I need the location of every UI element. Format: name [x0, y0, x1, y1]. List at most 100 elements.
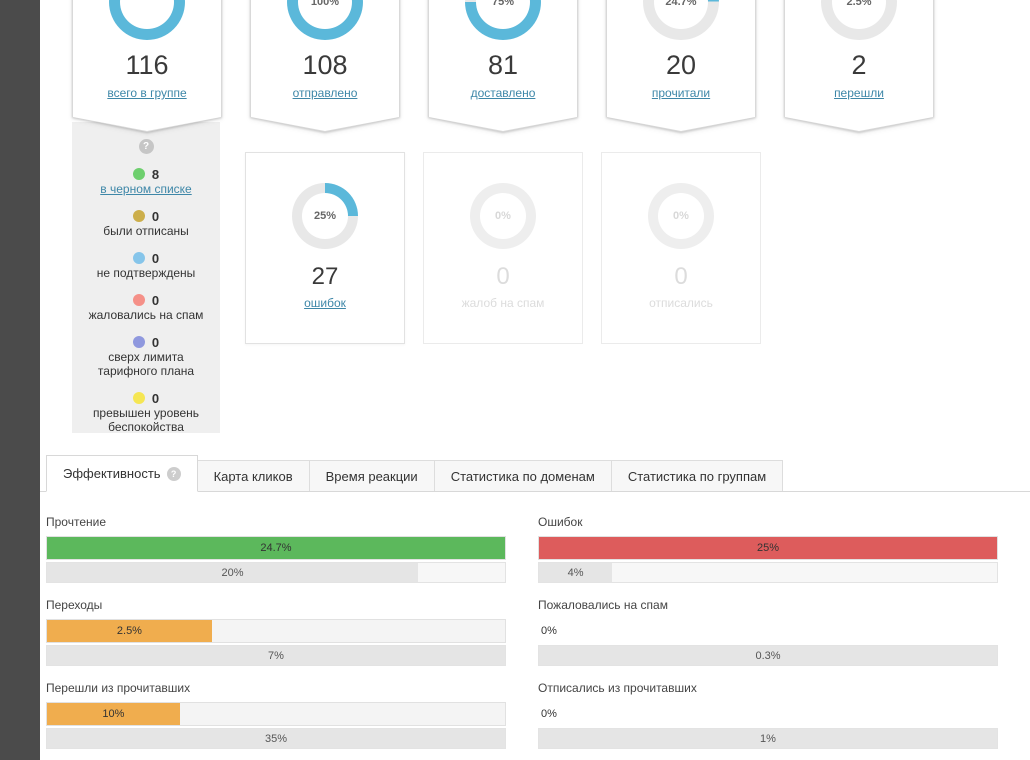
read-rate-bar: 24.7% — [46, 536, 506, 560]
bar-group-clicks-from-readers: Перешли из прочитавших 10% 35% — [46, 681, 506, 749]
bar-group-read-rate: Прочтение 24.7% 20% — [46, 515, 506, 583]
donut-percent-label: 2.5% — [846, 0, 872, 8]
spam-complaints-bar: 0% — [538, 619, 998, 643]
tab-group-statistics-label: Статистика по группам — [627, 468, 767, 484]
clicks-from-readers-average-value: 35% — [264, 732, 288, 745]
help-icon[interactable]: ? — [166, 466, 181, 481]
delivered-value: 81 — [487, 50, 519, 80]
summary-section: 116 всего в группе 100% 108 отправлено — [40, 0, 1030, 455]
clicks-from-readers-value: 10% — [102, 708, 125, 720]
unconfirmed-dot-icon — [132, 252, 145, 264]
main-content: 116 всего в группе 100% 108 отправлено — [40, 0, 1030, 760]
donut-chart-clicked: 2.5% — [821, 0, 897, 40]
donut-percent-label: 75% — [491, 0, 515, 8]
unsubscribed-from-readers-value: 0% — [541, 708, 557, 720]
card-errors: 25% 27 ошибок — [245, 152, 405, 344]
unconfirmed-label: не подтверждены — [96, 266, 196, 280]
donut-percent-label: 0% — [495, 210, 511, 222]
clicks-average-bar: 7% — [46, 645, 506, 666]
legend-item-anxiety-level: 0 превышен уровень беспокойства — [72, 390, 220, 435]
card-sent: 100% 108 отправлено — [250, 0, 400, 132]
delivered-link[interactable]: доставлено — [470, 86, 536, 100]
blacklist-dot-icon — [132, 168, 145, 180]
effectiveness-left-column: Прочтение 24.7% 20% Переходы — [46, 515, 506, 760]
unsubscribed-value: 0 — [674, 263, 688, 290]
donut-chart-total — [109, 0, 185, 40]
bar-group-unsubscribed-from-readers: Отписались из прочитавших 0% 1% — [538, 681, 998, 749]
tab-click-map-label: Карта кликов — [213, 468, 293, 484]
group-legend-panel: ? 8 в черном списке 0 были отписаны — [72, 122, 220, 435]
bar-title: Прочтение — [46, 515, 106, 529]
sent-link[interactable]: отправлено — [292, 86, 358, 100]
tab-reaction-time-label: Время реакции — [325, 468, 418, 484]
errors-value: 25% — [756, 542, 780, 554]
donut-chart-unsubscribed: 0% — [648, 183, 714, 249]
blacklist-link[interactable]: в черном списке — [100, 182, 192, 196]
spam-dot-icon — [132, 294, 145, 306]
tab-click-map[interactable]: Карта кликов — [196, 460, 310, 491]
errors-value: 27 — [311, 263, 339, 290]
over-limit-dot-icon — [132, 336, 145, 348]
bar-group-clicks: Переходы 2.5% 7% — [46, 598, 506, 666]
read-rate-value: 24.7% — [260, 542, 292, 554]
spam-count: 0 — [151, 292, 160, 308]
anxiety-dot-icon — [132, 392, 145, 404]
unsubscribed-count: 0 — [151, 208, 160, 224]
donut-percent-label: 25% — [313, 210, 337, 222]
errors-average-value: 4% — [567, 566, 584, 579]
tab-effectiveness-label: Эффективность — [63, 466, 161, 481]
effectiveness-panel: Прочтение 24.7% 20% Переходы — [40, 492, 1030, 760]
anxiety-label: превышен уровень беспокойства — [92, 406, 200, 434]
donut-percent-label: 100% — [310, 0, 340, 8]
spam-complaints-label: жалоб на спам — [461, 296, 545, 310]
donut-chart-read: 24.7% — [643, 0, 719, 40]
read-link[interactable]: прочитали — [651, 86, 711, 100]
help-icon[interactable]: ? — [138, 139, 154, 154]
collapsed-sidebar-strip — [0, 0, 40, 760]
card-read: 24.7% 20 прочитали — [606, 0, 756, 132]
bar-title: Переходы — [46, 598, 103, 612]
spam-complaints-value: 0% — [541, 625, 557, 637]
anxiety-count: 0 — [151, 390, 160, 406]
errors-link[interactable]: ошибок — [304, 296, 346, 310]
clicks-bar: 2.5% — [46, 619, 506, 643]
card-spam-complaints: 0% 0 жалоб на спам — [423, 152, 583, 344]
unsubscribed-from-readers-average-value: 1% — [760, 732, 776, 745]
donut-chart-errors: 25% — [292, 183, 358, 249]
donut-chart-delivered: 75% — [465, 0, 541, 40]
total-in-group-link[interactable]: всего в группе — [107, 86, 187, 100]
clicks-average-value: 7% — [268, 649, 284, 662]
clicks-value: 2.5% — [116, 625, 142, 637]
bar-title: Отписались из прочитавших — [538, 681, 697, 695]
unconfirmed-count: 0 — [151, 250, 160, 266]
unsubscribed-from-readers-bar: 0% — [538, 702, 998, 726]
read-rate-average-bar: 20% — [46, 562, 506, 583]
donut-percent-label: 0% — [673, 210, 689, 222]
bar-title: Перешли из прочитавших — [46, 681, 191, 695]
legend-item-unconfirmed: 0 не подтверждены — [72, 250, 220, 281]
unsubscribed-from-readers-average-bar: 1% — [538, 728, 998, 749]
card-clicked: 2.5% 2 перешли — [784, 0, 934, 132]
effectiveness-right-column: Ошибок 25% 4% Пожаловались на спам — [538, 515, 998, 760]
tab-domain-statistics-label: Статистика по доменам — [450, 468, 595, 484]
tab-group-statistics[interactable]: Статистика по группам — [610, 460, 784, 491]
tab-reaction-time[interactable]: Время реакции — [308, 460, 435, 491]
statistics-tabs: Эффективность ? Карта кликов Время реакц… — [40, 455, 1030, 492]
unsubscribed-dot-icon — [132, 210, 145, 222]
tab-domain-statistics[interactable]: Статистика по доменам — [433, 460, 612, 491]
card-total-in-group: 116 всего в группе — [72, 0, 222, 132]
over-limit-count: 0 — [151, 334, 160, 350]
spam-complaints-average-value: 0.3% — [755, 649, 781, 662]
bar-group-errors: Ошибок 25% 4% — [538, 515, 998, 583]
clicked-link[interactable]: перешли — [834, 86, 884, 100]
legend-item-spam-complaints: 0 жаловались на спам — [72, 292, 220, 323]
bar-title: Ошибок — [538, 515, 583, 529]
tab-effectiveness[interactable]: Эффективность ? — [46, 455, 198, 492]
over-limit-label: сверх лимита тарифного плана — [97, 350, 195, 378]
legend-item-unsubscribed: 0 были отписаны — [72, 208, 220, 239]
clicks-from-readers-average-bar: 35% — [46, 728, 506, 749]
bar-group-spam-complaints: Пожаловались на спам 0% 0.3% — [538, 598, 998, 666]
read-rate-average-value: 20% — [221, 566, 244, 579]
spam-complaints-value: 0 — [496, 263, 510, 290]
